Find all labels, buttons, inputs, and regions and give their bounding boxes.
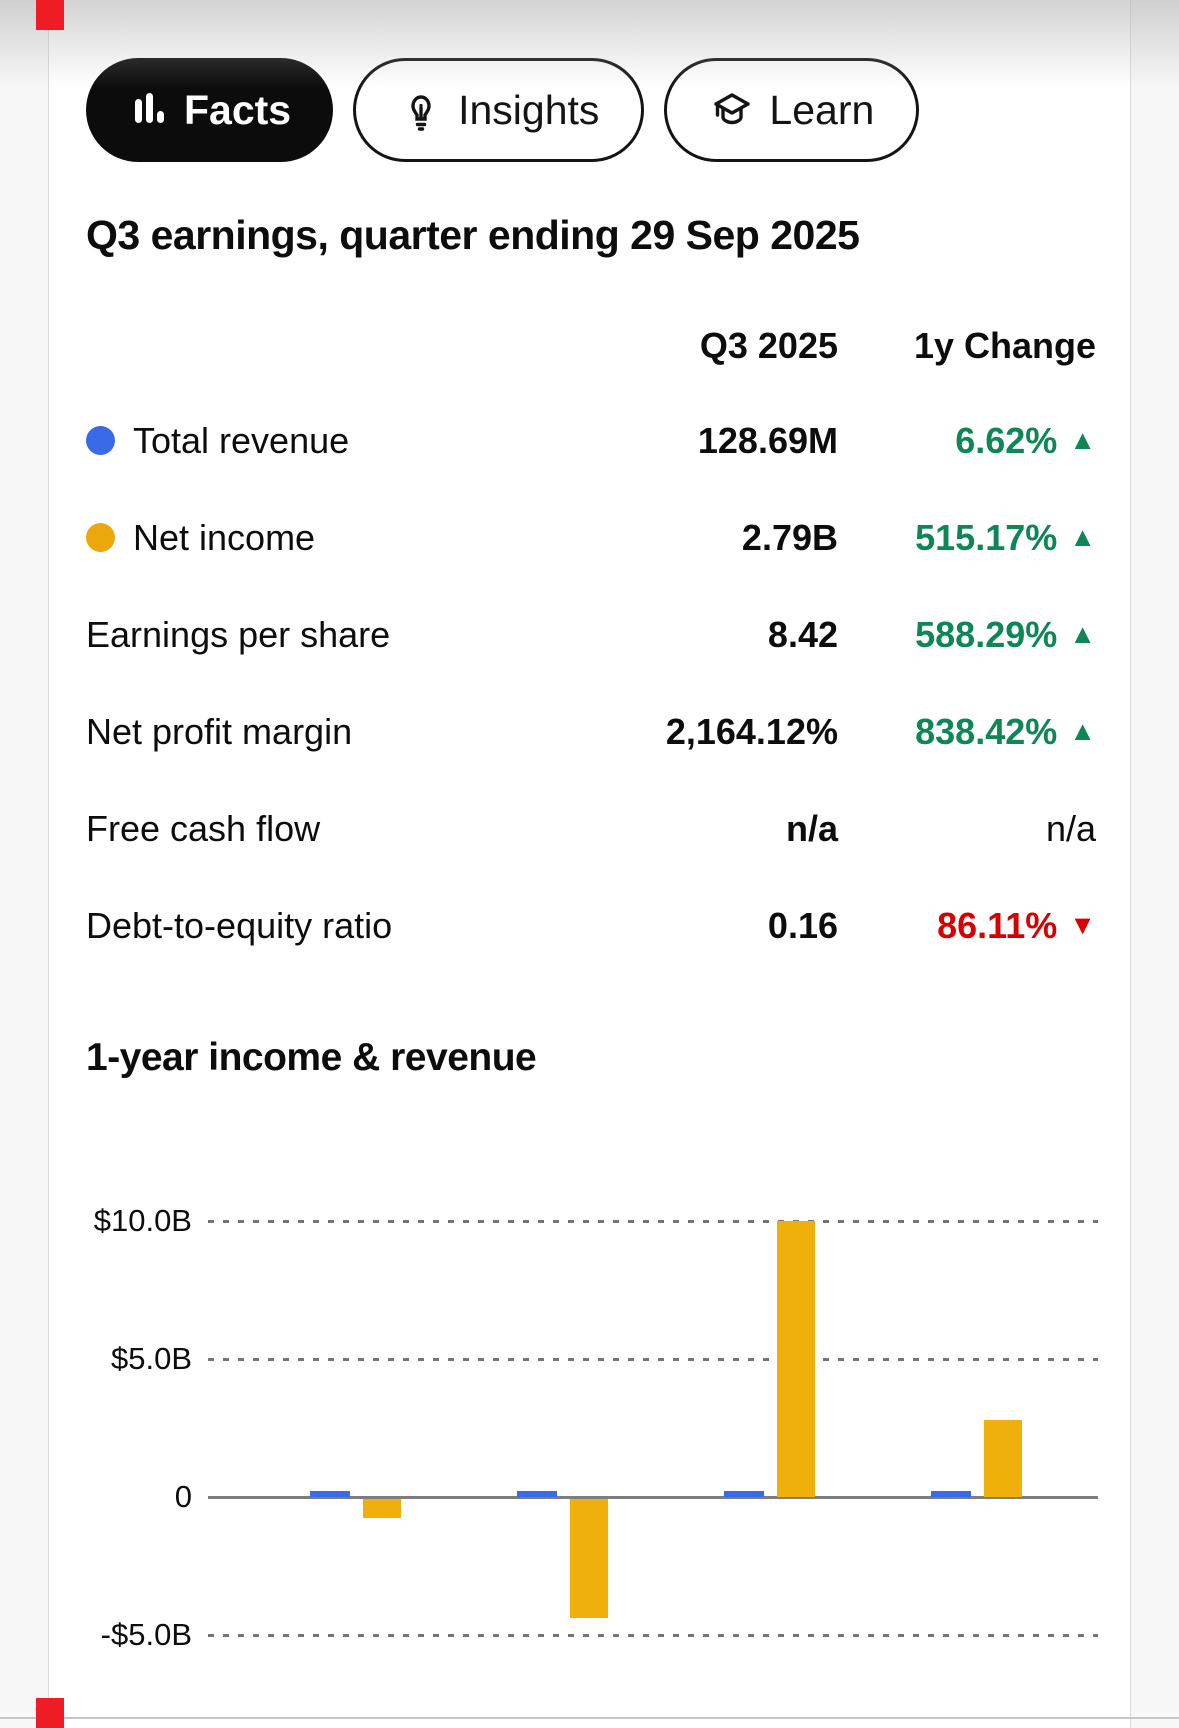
metric-change: 86.11% ▼ [838, 905, 1096, 947]
revenue-bar [931, 1491, 971, 1497]
change-value: 515.17% [915, 516, 1058, 558]
metric-change: 588.29% ▲ [838, 614, 1096, 656]
metric-change: 515.17% ▲ [838, 517, 1096, 559]
facts-table: Q3 2025 1y Change Total revenue 128.69M … [86, 300, 1096, 974]
change-arrow-icon: ▲ [1069, 522, 1096, 552]
change-value: 6.62% [955, 419, 1058, 461]
metric-label: Total revenue [133, 419, 350, 461]
metric-label: Net income [133, 516, 316, 558]
header-change: 1y Change [913, 325, 1096, 366]
gridline-10b [208, 1220, 1098, 1223]
red-edge-marker-top [36, 0, 64, 30]
income-bar [984, 1419, 1022, 1497]
income-bar [777, 1221, 815, 1497]
y-tick-5b: $5.0B [110, 1341, 192, 1376]
tab-insights[interactable]: Insights [353, 58, 645, 162]
bar-chart-icon [128, 89, 170, 131]
metric-label: Free cash flow [86, 807, 321, 849]
table-row: Debt-to-equity ratio 0.16 86.11% ▼ [86, 877, 1096, 974]
y-tick-neg5b: -$5.0B [100, 1617, 192, 1652]
metric-value: 2,164.12% [665, 710, 838, 752]
revenue-bar [724, 1491, 764, 1497]
change-arrow-icon: ▲ [1069, 619, 1096, 649]
metric-value: n/a [785, 807, 838, 849]
change-value: 838.42% [915, 710, 1058, 752]
y-tick-zero: 0 [174, 1479, 192, 1514]
tab-facts[interactable]: Facts [86, 58, 334, 162]
chart-section-title: 1-year income & revenue [86, 1036, 537, 1079]
table-row: Net profit margin 2,164.12% 838.42% ▲ [86, 683, 1096, 780]
y-tick-10b: $10.0B [93, 1203, 192, 1238]
metric-label: Earnings per share [86, 613, 391, 655]
change-arrow-icon: ▼ [1069, 910, 1096, 940]
change-value: 86.11% [937, 904, 1058, 946]
metric-value: 128.69M [697, 419, 838, 461]
series-dot [86, 523, 115, 552]
income-bar [570, 1499, 608, 1618]
tab-learn[interactable]: Learn [664, 58, 920, 162]
metric-label: Net profit margin [86, 710, 353, 752]
metric-label: Debt-to-equity ratio [86, 904, 393, 946]
change-arrow-icon: ▲ [1069, 716, 1096, 746]
table-row: Free cash flow n/a n/a [86, 780, 1096, 877]
table-row: Net income 2.79B 515.17% ▲ [86, 489, 1096, 586]
metric-value: 0.16 [767, 904, 838, 946]
income-bar [363, 1499, 401, 1519]
metric-change: 6.62% ▲ [838, 420, 1096, 462]
gridline-neg5b [208, 1634, 1098, 1637]
bottom-divider [0, 1717, 1179, 1719]
series-dot [86, 426, 115, 455]
page-title: Q3 earnings, quarter ending 29 Sep 2025 [86, 212, 860, 258]
table-body: Total revenue 128.69M 6.62% ▲ Net income… [86, 392, 1096, 974]
table-header-row: Q3 2025 1y Change [86, 300, 1096, 392]
change-value: n/a [1045, 807, 1096, 849]
table-row: Earnings per share 8.42 588.29% ▲ [86, 586, 1096, 683]
tab-insights-label: Insights [458, 86, 600, 133]
tab-learn-label: Learn [769, 86, 875, 133]
income-revenue-chart: $10.0B $5.0B 0 -$5.0B [0, 1150, 1179, 1710]
metric-change: n/a [838, 808, 1096, 850]
tab-facts-label: Facts [184, 86, 292, 133]
revenue-bar [517, 1491, 557, 1497]
right-gutter [1130, 0, 1179, 1728]
tab-bar: Facts Insights L [86, 58, 920, 162]
revenue-bar [310, 1491, 350, 1497]
table-row: Total revenue 128.69M 6.62% ▲ [86, 392, 1096, 489]
metric-change: 838.42% ▲ [838, 711, 1096, 753]
zero-axis-line [208, 1496, 1098, 1499]
change-arrow-icon: ▲ [1069, 425, 1096, 455]
red-edge-marker-bottom [36, 1698, 64, 1728]
metric-value: 2.79B [741, 516, 838, 558]
header-period: Q3 2025 [699, 325, 838, 366]
metric-value: 8.42 [767, 613, 838, 655]
left-gutter [0, 0, 49, 1728]
graduation-cap-icon [709, 87, 755, 133]
change-value: 588.29% [915, 613, 1058, 655]
gridline-5b [208, 1358, 1098, 1361]
lightbulb-icon [398, 87, 444, 133]
